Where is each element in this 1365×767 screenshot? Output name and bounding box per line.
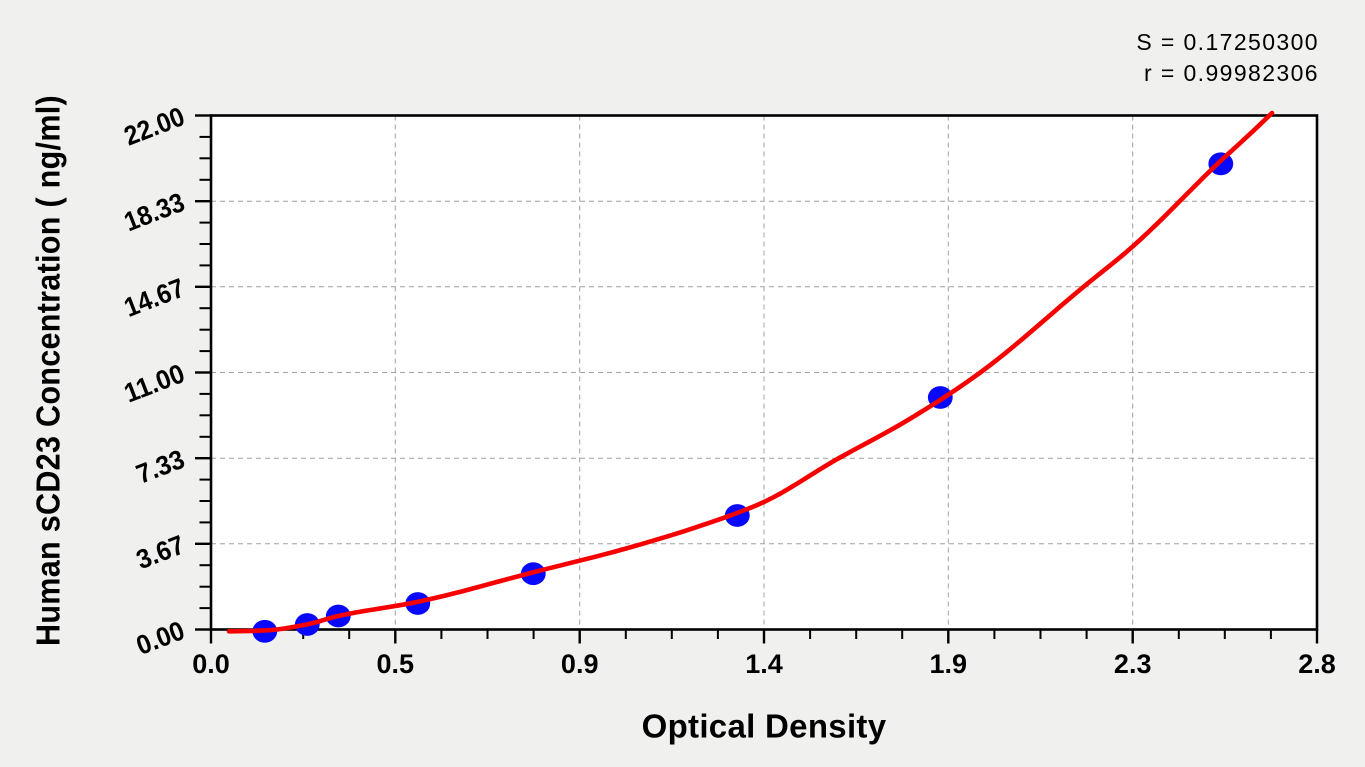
svg-text:1.9: 1.9 — [930, 649, 968, 679]
svg-text:2.3: 2.3 — [1114, 649, 1152, 679]
svg-text:2.8: 2.8 — [1298, 649, 1336, 679]
svg-text:S = 0.17250300: S = 0.17250300 — [1136, 29, 1319, 55]
svg-text:0.9: 0.9 — [561, 649, 599, 679]
svg-text:0.0: 0.0 — [192, 649, 230, 679]
svg-text:0.5: 0.5 — [377, 649, 415, 679]
svg-text:Optical Density: Optical Density — [642, 708, 887, 745]
svg-text:r = 0.99982306: r = 0.99982306 — [1144, 60, 1319, 86]
svg-text:1.4: 1.4 — [745, 649, 783, 679]
svg-text:Human sCD23 Concentration ( n: Human sCD23 Concentration ( ng/ml) — [30, 95, 67, 646]
